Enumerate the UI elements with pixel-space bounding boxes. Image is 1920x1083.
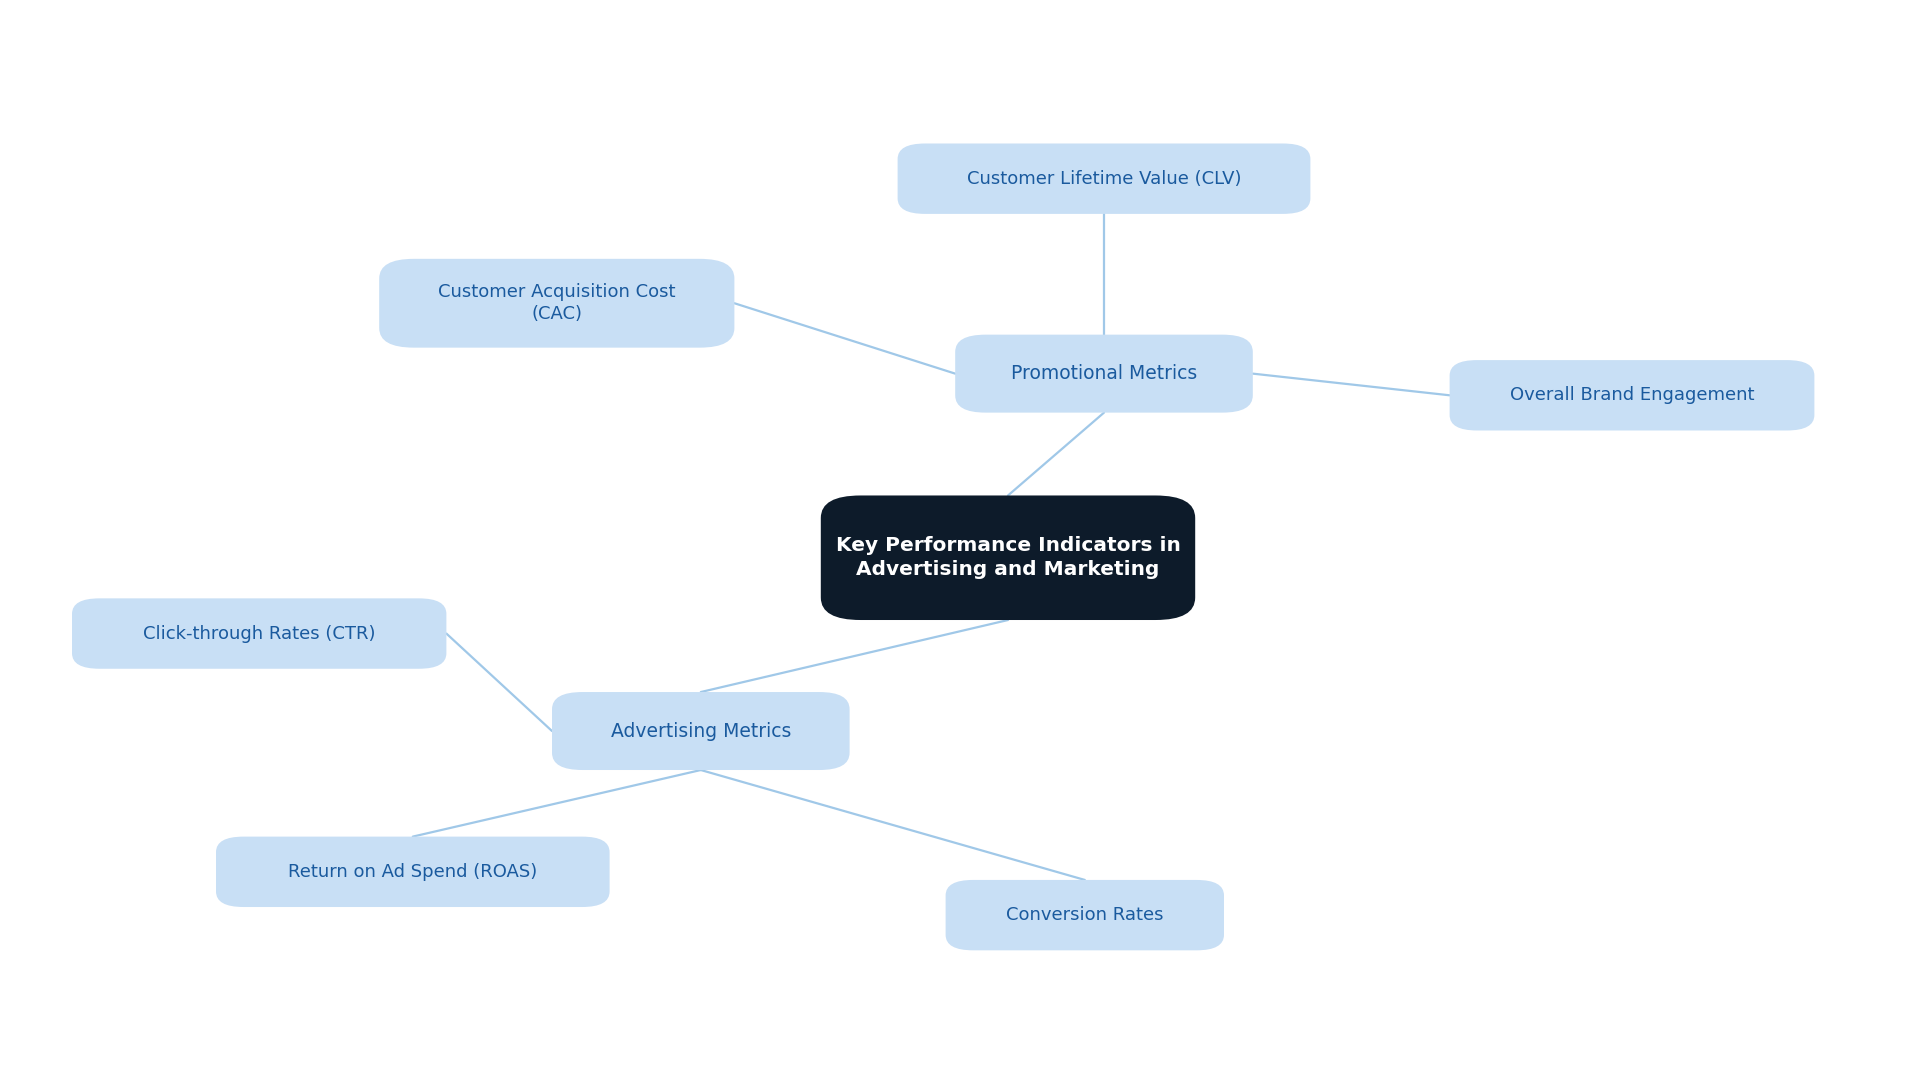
FancyBboxPatch shape bbox=[822, 496, 1194, 619]
Text: Conversion Rates: Conversion Rates bbox=[1006, 906, 1164, 924]
Text: Customer Lifetime Value (CLV): Customer Lifetime Value (CLV) bbox=[968, 170, 1240, 187]
Text: Click-through Rates (CTR): Click-through Rates (CTR) bbox=[142, 625, 376, 642]
FancyBboxPatch shape bbox=[73, 599, 445, 669]
Text: Promotional Metrics: Promotional Metrics bbox=[1010, 364, 1198, 383]
Text: Customer Acquisition Cost
(CAC): Customer Acquisition Cost (CAC) bbox=[438, 283, 676, 324]
Text: Key Performance Indicators in
Advertising and Marketing: Key Performance Indicators in Advertisin… bbox=[835, 536, 1181, 579]
FancyBboxPatch shape bbox=[215, 836, 611, 908]
FancyBboxPatch shape bbox=[553, 692, 849, 770]
FancyBboxPatch shape bbox=[897, 144, 1309, 214]
Text: Return on Ad Spend (ROAS): Return on Ad Spend (ROAS) bbox=[288, 863, 538, 880]
Text: Overall Brand Engagement: Overall Brand Engagement bbox=[1509, 387, 1755, 404]
Text: Advertising Metrics: Advertising Metrics bbox=[611, 721, 791, 741]
FancyBboxPatch shape bbox=[954, 335, 1252, 413]
FancyBboxPatch shape bbox=[378, 259, 733, 348]
FancyBboxPatch shape bbox=[945, 879, 1225, 951]
FancyBboxPatch shape bbox=[1450, 360, 1814, 430]
